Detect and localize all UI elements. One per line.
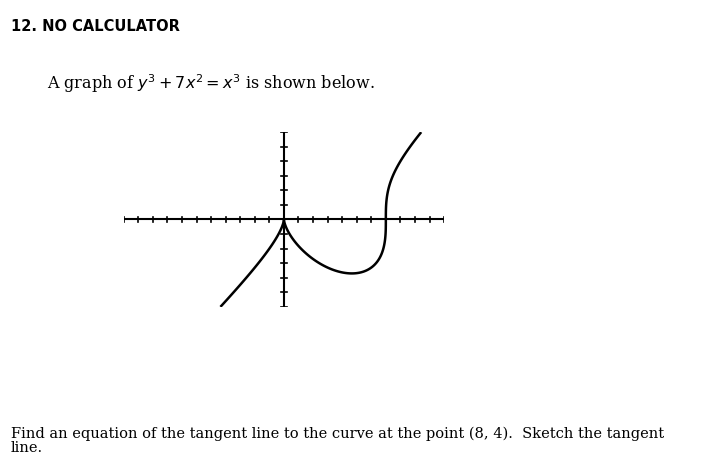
Text: 12. NO CALCULATOR: 12. NO CALCULATOR — [11, 19, 180, 34]
Text: A graph of $y^3 + 7x^2 = x^3$ is shown below.: A graph of $y^3 + 7x^2 = x^3$ is shown b… — [47, 72, 375, 95]
Text: line.: line. — [11, 441, 43, 455]
Text: Find an equation of the tangent line to the curve at the point (8, 4).  Sketch t: Find an equation of the tangent line to … — [11, 427, 664, 441]
